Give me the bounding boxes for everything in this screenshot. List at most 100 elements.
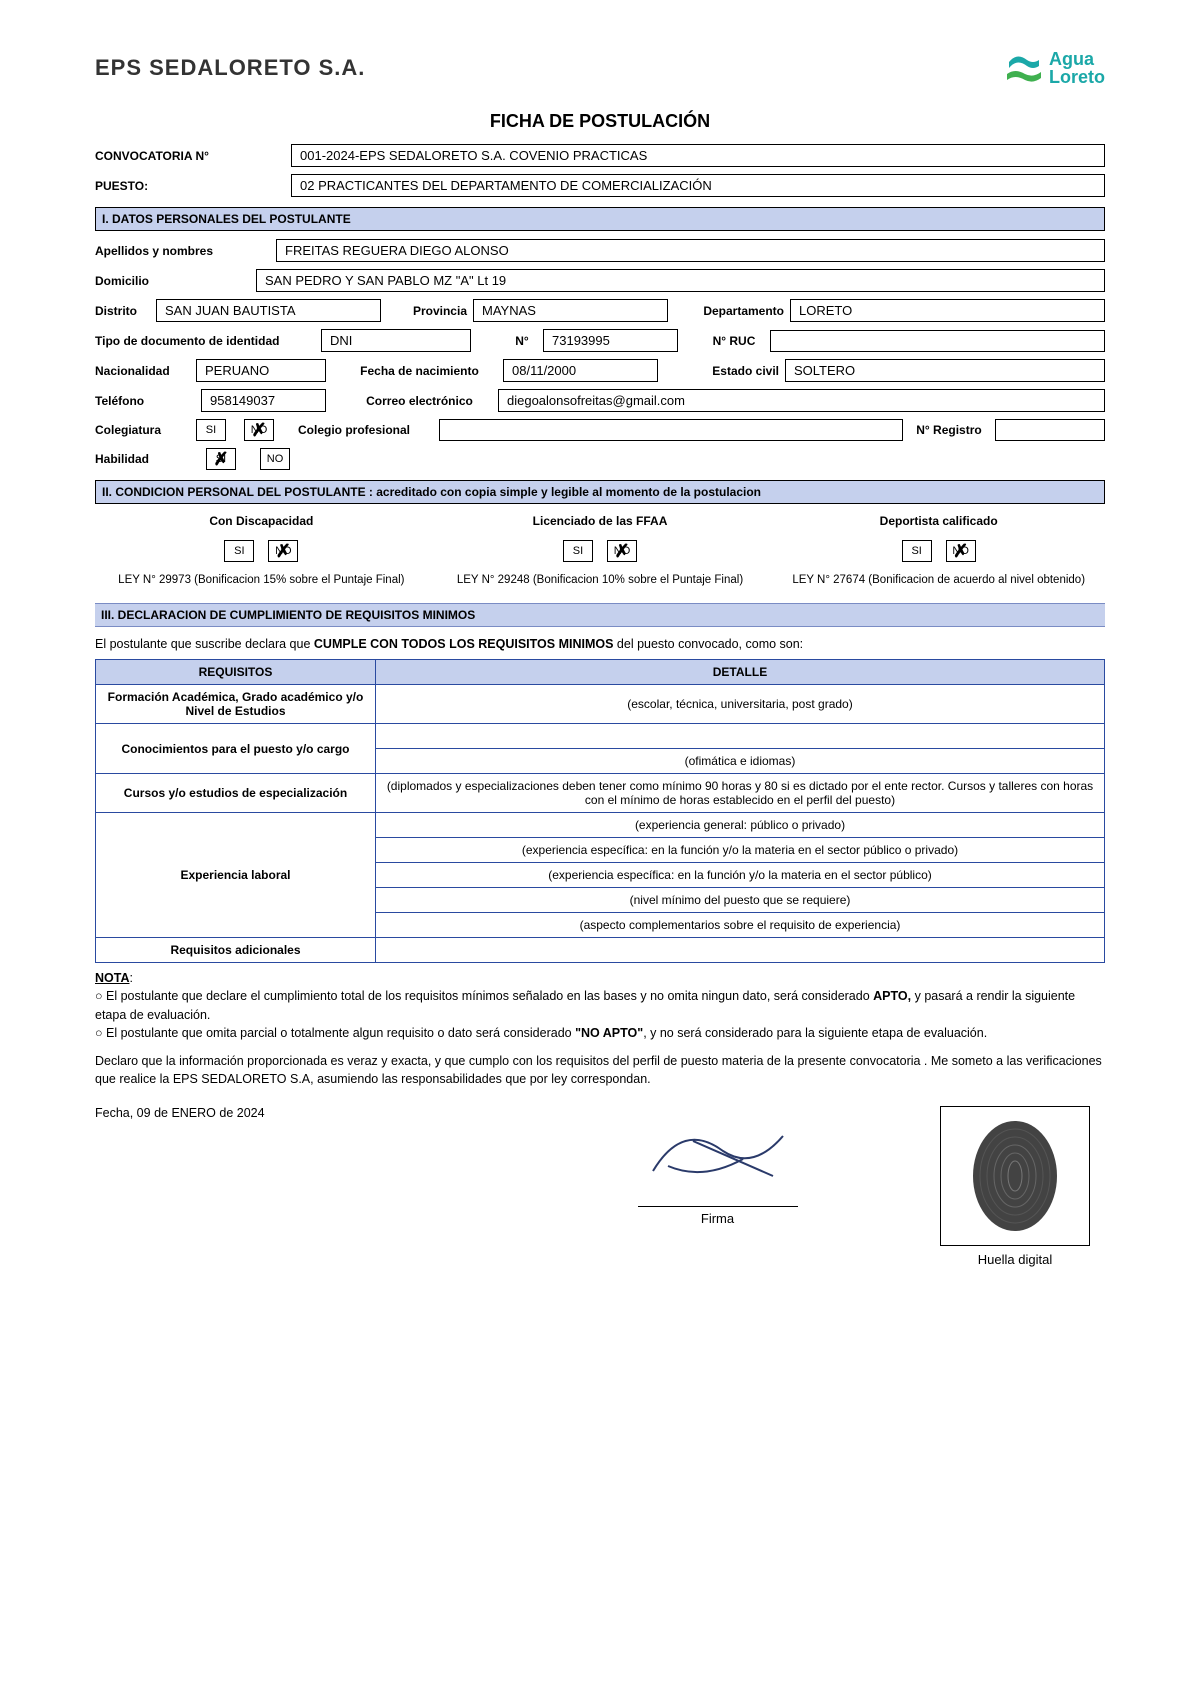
telefono-label: Teléfono xyxy=(95,394,195,408)
nacionalidad-label: Nacionalidad xyxy=(95,364,190,378)
req-header-2: DETALLE xyxy=(376,660,1105,685)
domicilio-row: Domicilio SAN PEDRO Y SAN PABLO MZ "A" L… xyxy=(95,269,1105,292)
correo-value: diegoalonsofreitas@gmail.com xyxy=(498,389,1105,412)
numdoc-value: 73193995 xyxy=(543,329,678,352)
nombres-value: FREITAS REGUERA DIEGO ALONSO xyxy=(276,239,1105,262)
telefono-value: 958149037 xyxy=(201,389,326,412)
req-detail-cell: (experiencia general: público o privado) xyxy=(376,813,1105,838)
req-label-cell: Cursos y/o estudios de especialización xyxy=(96,774,376,813)
discapacidad-si: SI xyxy=(224,540,254,562)
ffaa-law: LEY N° 29248 (Bonificacion 10% sobre el … xyxy=(434,572,767,589)
departamento-label: Departamento xyxy=(684,304,784,318)
req-label-cell: Experiencia laboral xyxy=(96,813,376,938)
req-label-cell: Formación Académica, Grado académico y/o… xyxy=(96,685,376,724)
nombres-label: Apellidos y nombres xyxy=(95,244,270,258)
puesto-label: PUESTO: xyxy=(95,179,285,193)
ffaa-no: NO✗ xyxy=(607,540,637,562)
doc-row: Tipo de documento de identidad DNI N° 73… xyxy=(95,329,1105,352)
puesto-value: 02 PRACTICANTES DEL DEPARTAMENTO DE COME… xyxy=(291,174,1105,197)
estadocivil-value: SOLTERO xyxy=(785,359,1105,382)
cond-ffaa-title: Licenciado de las FFAA xyxy=(434,514,767,528)
req-detail-cell: (aspecto complementarios sobre el requis… xyxy=(376,913,1105,938)
requirements-table: REQUISITOS DETALLE Formación Académica, … xyxy=(95,659,1105,963)
cond-deportista-title: Deportista calificado xyxy=(772,514,1105,528)
discapacidad-law: LEY N° 29973 (Bonificacion 15% sobre el … xyxy=(95,572,428,589)
section2-header: II. CONDICION PERSONAL DEL POSTULANTE : … xyxy=(95,480,1105,504)
condition-row: Con Discapacidad SI NO✗ LEY N° 29973 (Bo… xyxy=(95,514,1105,589)
colegiatura-no: NO✗ xyxy=(244,419,274,441)
puesto-row: PUESTO: 02 PRACTICANTES DEL DEPARTAMENTO… xyxy=(95,174,1105,197)
req-detail-cell: (nivel mínimo del puesto que se requiere… xyxy=(376,888,1105,913)
cond-ffaa: Licenciado de las FFAA SI NO✗ LEY N° 292… xyxy=(434,514,767,589)
req-label-cell: Conocimientos para el puesto y/o cargo xyxy=(96,724,376,774)
req-detail-cell: (ofimática e idiomas) xyxy=(376,749,1105,774)
req-label-cell: Requisitos adicionales xyxy=(96,938,376,963)
header: EPS SEDALORETO S.A. Agua Loreto xyxy=(95,50,1105,86)
ruc-value xyxy=(770,330,1105,352)
domicilio-value: SAN PEDRO Y SAN PABLO MZ "A" Lt 19 xyxy=(256,269,1105,292)
colegioprof-value xyxy=(439,419,903,441)
numdoc-label: N° xyxy=(507,334,537,348)
discapacidad-no: NO✗ xyxy=(268,540,298,562)
provincia-value: MAYNAS xyxy=(473,299,668,322)
distrito-label: Distrito xyxy=(95,304,150,318)
signature-box xyxy=(510,1106,925,1206)
logo-text: Agua Loreto xyxy=(1049,50,1105,86)
nombres-row: Apellidos y nombres FREITAS REGUERA DIEG… xyxy=(95,239,1105,262)
form-title: FICHA DE POSTULACIÓN xyxy=(95,111,1105,132)
ruc-label: N° RUC xyxy=(704,334,764,348)
nota-block: NOTA: ○ El postulante que declare el cum… xyxy=(95,969,1105,1042)
ffaa-si: SI xyxy=(563,540,593,562)
provincia-label: Provincia xyxy=(397,304,467,318)
domicilio-label: Domicilio xyxy=(95,274,250,288)
req-detail-cell xyxy=(376,938,1105,963)
convocatoria-value: 001-2024-EPS SEDALORETO S.A. COVENIO PRA… xyxy=(291,144,1105,167)
colegiatura-row: Colegiatura SI NO✗ Colegio profesional N… xyxy=(95,419,1105,441)
correo-label: Correo electrónico xyxy=(347,394,492,408)
convocatoria-row: CONVOCATORIA N° 001-2024-EPS SEDALORETO … xyxy=(95,144,1105,167)
logo: Agua Loreto xyxy=(1003,50,1105,86)
section1-header: I. DATOS PERSONALES DEL POSTULANTE xyxy=(95,207,1105,231)
colegioprof-label: Colegio profesional xyxy=(298,423,433,437)
fingerprint-col: Huella digital xyxy=(925,1106,1105,1267)
req-detail-cell: (experiencia específica: en la función y… xyxy=(376,838,1105,863)
signature-line xyxy=(638,1206,798,1207)
distrito-value: SAN JUAN BAUTISTA xyxy=(156,299,381,322)
nregistro-value xyxy=(995,419,1105,441)
x-mark-icon: ✗ xyxy=(276,541,291,562)
nregistro-label: N° Registro xyxy=(909,423,989,437)
signature-row: Fecha, 09 de ENERO de 2024 Firma Huella … xyxy=(95,1106,1105,1267)
req-detail-cell xyxy=(376,724,1105,749)
signature-col: Firma xyxy=(510,1106,925,1226)
firma-label: Firma xyxy=(510,1211,925,1226)
x-mark-icon: ✗ xyxy=(251,420,266,441)
req-detail-cell: (diplomados y especializaciones deben te… xyxy=(376,774,1105,813)
fingerprint-box xyxy=(940,1106,1090,1246)
colegiatura-label: Colegiatura xyxy=(95,423,190,437)
habilidad-no: NO xyxy=(260,448,290,470)
x-mark-icon: ✗ xyxy=(614,541,629,562)
colegiatura-si: SI xyxy=(196,419,226,441)
fecha: Fecha, 09 de ENERO de 2024 xyxy=(95,1106,510,1120)
nota-title: NOTA xyxy=(95,971,130,985)
deportista-si: SI xyxy=(902,540,932,562)
contact-row: Teléfono 958149037 Correo electrónico di… xyxy=(95,389,1105,412)
nacionalidad-value: PERUANO xyxy=(196,359,326,382)
cond-discapacidad: Con Discapacidad SI NO✗ LEY N° 29973 (Bo… xyxy=(95,514,428,589)
tipodoc-label: Tipo de documento de identidad xyxy=(95,334,315,348)
company-name: EPS SEDALORETO S.A. xyxy=(95,55,365,81)
req-detail-cell: (escolar, técnica, universitaria, post g… xyxy=(376,685,1105,724)
huella-label: Huella digital xyxy=(925,1252,1105,1267)
fingerprint-icon xyxy=(965,1116,1065,1236)
cond-deportista: Deportista calificado SI NO✗ LEY N° 2767… xyxy=(772,514,1105,589)
habilidad-label: Habilidad xyxy=(95,452,200,466)
logo-icon xyxy=(1003,52,1043,84)
x-mark-icon: ✗ xyxy=(953,541,968,562)
deportista-law: LEY N° 27674 (Bonificacion de acuerdo al… xyxy=(772,572,1105,589)
decl-intro: El postulante que suscribe declara que C… xyxy=(95,637,1105,651)
x-mark-icon: ✗ xyxy=(213,449,228,470)
tipodoc-value: DNI xyxy=(321,329,471,352)
deportista-no: NO✗ xyxy=(946,540,976,562)
req-header-1: REQUISITOS xyxy=(96,660,376,685)
habilidad-si: SI✗ xyxy=(206,448,236,470)
